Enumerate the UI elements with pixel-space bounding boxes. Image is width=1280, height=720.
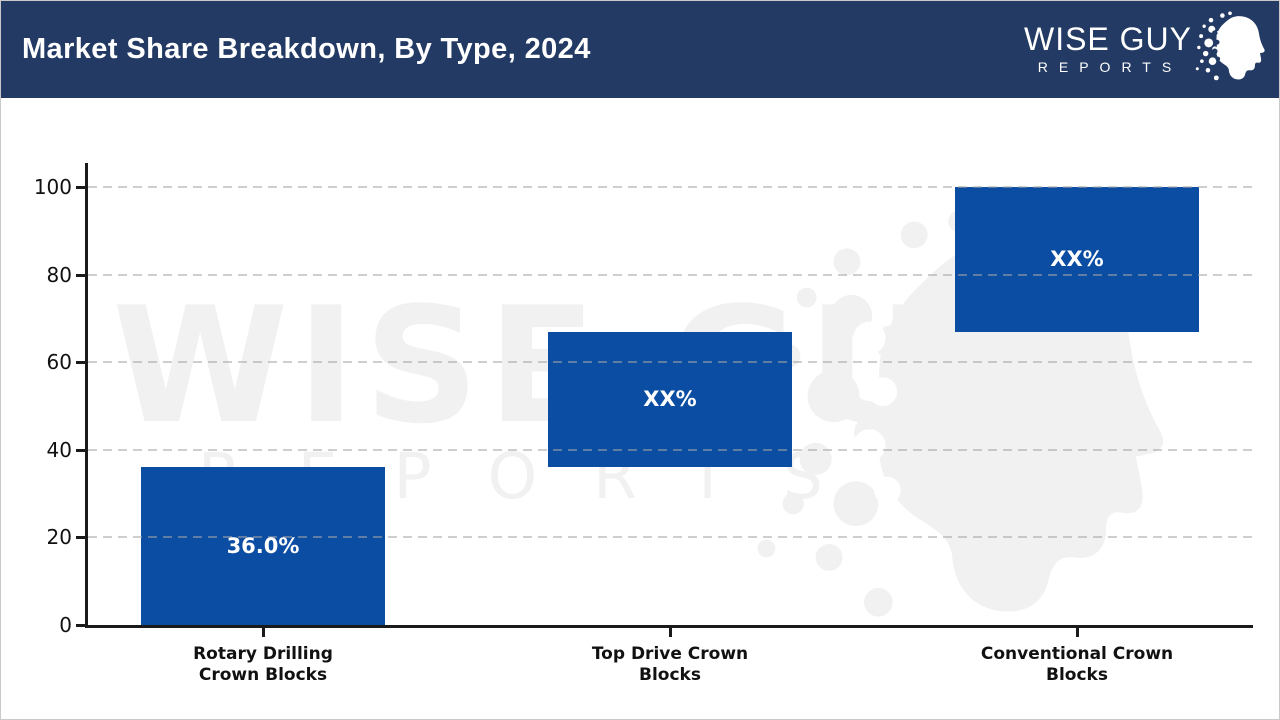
bar-1: [141, 467, 385, 625]
bar-value-label-1: 36.0%: [226, 534, 300, 559]
x-tick-mark-1: [261, 628, 265, 637]
y-axis-line: [85, 163, 88, 628]
y-tick-label-20: 20: [46, 525, 72, 550]
x-category-label-3: Conventional Crown Blocks: [932, 644, 1222, 686]
header: Market Share Breakdown, By Type, 2024 WI…: [0, 0, 1280, 98]
y-tick-label-0: 0: [59, 613, 72, 637]
x-axis-line: [85, 625, 1253, 628]
bar-value-label-2: XX%: [643, 387, 697, 412]
logo-subtitle: REPORTS: [1037, 59, 1183, 75]
wiseguy-logo: WISE GUY REPORTS: [1024, 7, 1268, 91]
gridline-80: [88, 273, 1253, 276]
y-tick-mark-100: [76, 186, 85, 189]
y-tick-mark-80: [76, 273, 85, 277]
bar-3: [955, 187, 1199, 332]
x-category-label-3-line-1: Conventional Crown: [980, 644, 1174, 664]
gridline-60: [88, 361, 1253, 364]
gridline-20: [88, 536, 1253, 539]
y-tick-mark-20: [76, 536, 85, 540]
y-tick-mark-0: [76, 624, 85, 627]
x-tick-mark-3: [1075, 628, 1079, 637]
x-category-label-1: Rotary Drilling Crown Blocks: [118, 644, 408, 686]
y-tick-mark-60: [76, 361, 85, 365]
bar-value-label-3: XX%: [1050, 247, 1104, 272]
bar-2: [548, 331, 792, 468]
x-category-label-1-line-2: Crown Blocks: [198, 665, 328, 685]
y-tick-label-60: 60: [46, 350, 72, 375]
y-tick-label-40: 40: [46, 437, 72, 462]
x-category-label-3-line-2: Blocks: [1046, 665, 1108, 685]
y-tick-mark-40: [76, 448, 85, 452]
x-category-label-2-line-1: Top Drive Crown: [591, 644, 749, 664]
gridline-100: [88, 186, 1253, 188]
page-title: Market Share Breakdown, By Type, 2024: [22, 32, 591, 65]
x-category-label-2-line-2: Blocks: [639, 665, 701, 685]
x-category-label-2: Top Drive Crown Blocks: [525, 644, 815, 686]
logo-text: WISE GUY REPORTS: [1024, 23, 1192, 75]
y-tick-label-100: 100: [33, 175, 72, 199]
gridline-40: [88, 448, 1253, 451]
chart-plot-area: 36.0% XX% XX% 0 20 40 60 80 100 Rotary Drilling…: [34, 163, 1253, 685]
y-tick-label-80: 80: [46, 262, 72, 287]
x-category-label-1-line-1: Rotary Drilling: [193, 644, 333, 664]
x-tick-mark-2: [668, 628, 672, 637]
logo-face-icon: [1192, 7, 1268, 91]
logo-wordmark: WISE GUY: [1023, 21, 1192, 57]
